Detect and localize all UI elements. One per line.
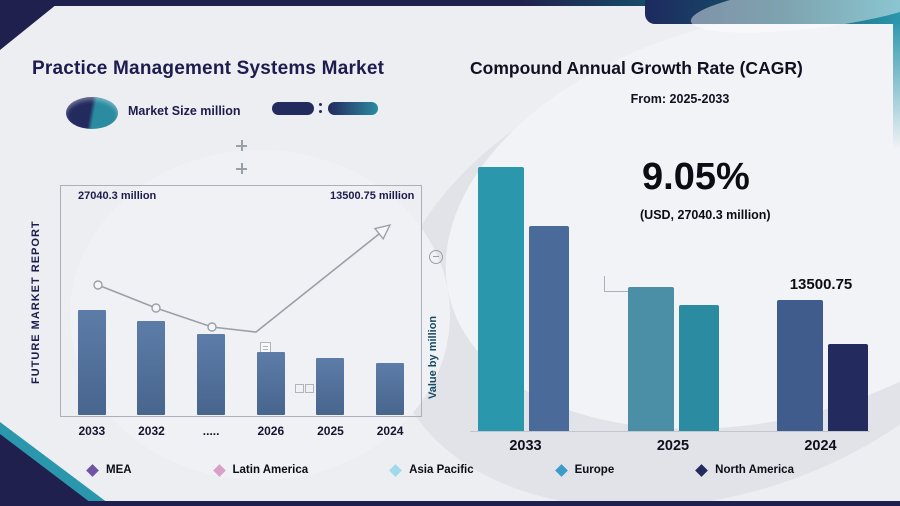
legend-item-latin-america: Latin America [212, 463, 309, 477]
x-axis-label: 2033 [78, 424, 106, 438]
cagr-bar [777, 300, 823, 432]
plus-icon [236, 140, 247, 151]
x-axis-label: ..... [202, 424, 220, 438]
cagr-subtitle: From: 2025-2033 [630, 92, 730, 106]
legend-label: Europe [574, 464, 615, 476]
right-chart-bars [478, 162, 868, 432]
market-size-bar [316, 358, 345, 415]
x-axis-label: 2024 [804, 438, 837, 454]
bottom-border-strip [0, 501, 900, 506]
legend-label: Latin America [232, 464, 309, 476]
right-chart-x-axis: 2033 2025 2024 [478, 438, 868, 454]
top-border-strip [0, 0, 900, 6]
market-size-bar [77, 310, 106, 415]
legend-label: Asia Pacific [409, 464, 474, 476]
x-axis-label: 2026 [257, 424, 285, 438]
cagr-detail: (USD, 27040.3 million) [640, 208, 771, 222]
accent-pill-icon [272, 102, 314, 115]
right-chart-baseline [470, 431, 870, 432]
market-size-legend-label: Market Size million [128, 104, 241, 118]
legend-item-north-america: North America [695, 463, 794, 477]
corner-triangle-top-left [0, 0, 62, 50]
bar-group [627, 287, 719, 432]
left-chart-x-axis: 2033 2032..... 2026 2025 2024 [62, 424, 420, 438]
legend-label: MEA [106, 464, 132, 476]
legend-diamond-icon [212, 463, 226, 477]
left-chart-y-axis-label: FUTURE MARKET REPORT [30, 220, 42, 384]
cagr-value: 9.05% [642, 156, 750, 198]
bar-group [478, 167, 569, 432]
top-right-accent-band [645, 0, 900, 24]
decorative-bracket [604, 276, 644, 292]
legend-item-asia-pacific: Asia Pacific [389, 463, 474, 477]
left-chart-bars [62, 185, 420, 415]
legend-diamond-icon [389, 463, 402, 477]
region-legend: MEA Latin America Asia Pacific Europe North … [86, 463, 794, 477]
legend-diamond-icon [86, 463, 99, 477]
cagr-bar [828, 344, 868, 432]
left-chart-annotation-end: 13500.75 million [330, 190, 415, 202]
cagr-title: Compound Annual Growth Rate (CAGR) [470, 58, 803, 78]
legend-diamond-icon [695, 463, 709, 477]
cagr-bar [529, 226, 569, 432]
legend-item-europe: Europe [554, 463, 615, 477]
background-swoosh [70, 150, 450, 480]
x-axis-label: 2032 [138, 424, 165, 438]
cagr-bar [478, 167, 524, 432]
pill-separator-icon [319, 103, 322, 106]
cagr-bar [627, 287, 674, 432]
right-edge-accent [893, 20, 900, 150]
cagr-bar [678, 305, 719, 432]
right-chart-y-axis-label: Value by million [427, 315, 439, 399]
legend-diamond-icon [554, 463, 568, 477]
left-chart-frame [60, 185, 422, 417]
x-axis-label: 2024 [376, 424, 404, 438]
market-size-bar [197, 334, 226, 415]
right-chart-bar-label: 13500.75 [789, 276, 853, 293]
grid-icon [295, 384, 314, 393]
bar-group [777, 300, 868, 432]
x-axis-label: 2025 [317, 424, 344, 438]
legend-item-mea: MEA [86, 463, 132, 477]
x-axis-label: 2033 [509, 438, 542, 454]
left-chart-annotation-start: 27040.3 million [78, 190, 157, 202]
minus-circle-icon [429, 250, 443, 264]
trend-arrow [93, 223, 392, 333]
page-title: Practice Management Systems Market [32, 58, 385, 79]
market-size-bar [376, 363, 405, 415]
market-size-disc-icon [66, 97, 118, 129]
plus-icon [236, 163, 247, 174]
market-size-bar [256, 352, 285, 415]
legend-label: North America [715, 464, 794, 476]
market-size-bar [137, 321, 166, 415]
accent-pill-gradient-icon [328, 102, 378, 115]
x-axis-label: 2025 [656, 438, 690, 454]
